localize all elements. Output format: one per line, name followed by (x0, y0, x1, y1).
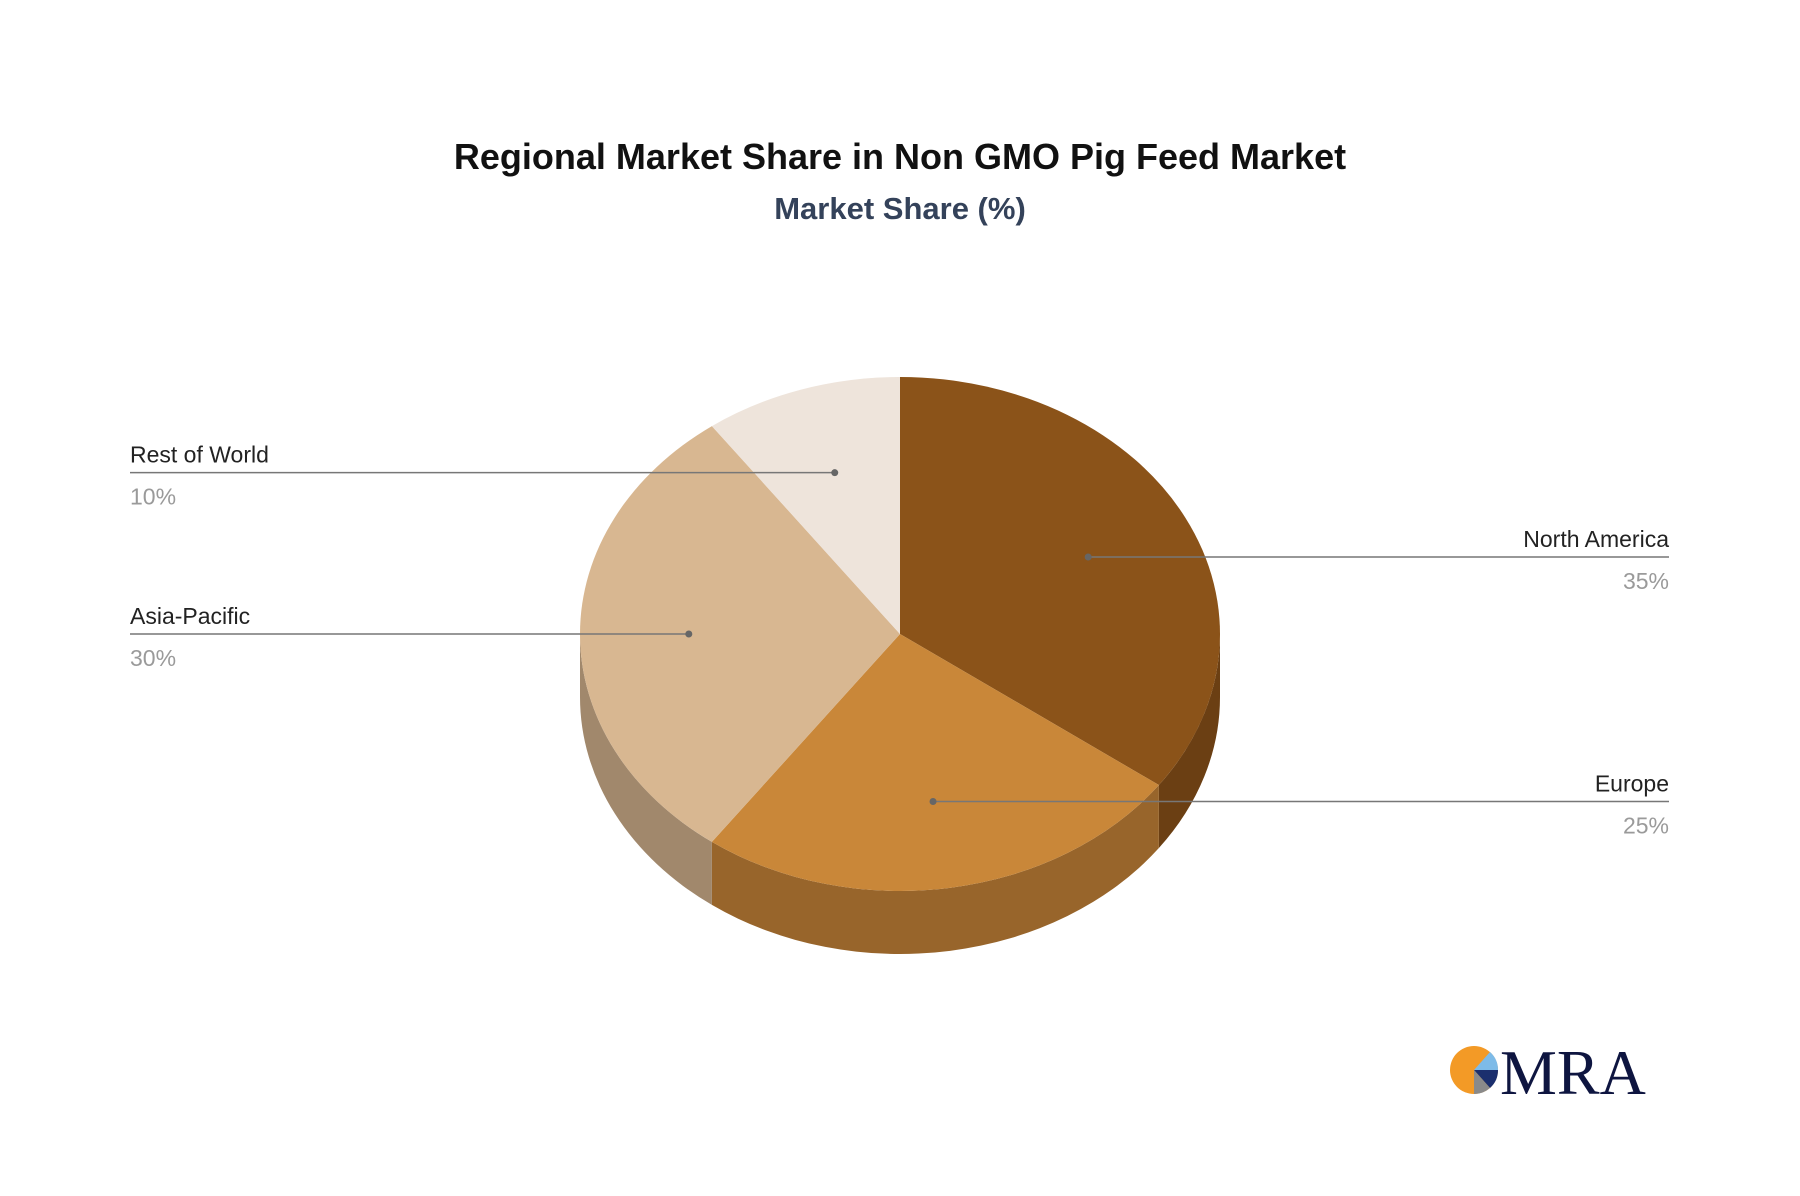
slice-value-label: 25% (1623, 813, 1669, 839)
slice-value-label: 30% (130, 645, 176, 671)
slice-label: Europe (1595, 771, 1669, 797)
mra-logo: MRA (1450, 1040, 1646, 1108)
slice-value-label: 35% (1623, 568, 1669, 594)
slice-label: Rest of World (130, 442, 269, 468)
pie-side-2 (580, 634, 712, 905)
pie-slice-asia-pacific[interactable] (579, 426, 900, 842)
slice-label: North America (1523, 526, 1669, 552)
pie-side-0 (1158, 634, 1220, 849)
slice-value-label: 10% (130, 484, 176, 510)
logo-text: MRA (1500, 1040, 1646, 1108)
pie-slice-europe[interactable] (711, 634, 1159, 891)
chart-title: Regional Market Share in Non GMO Pig Fee… (453, 136, 1347, 177)
pie-slice-rest-of-world[interactable] (711, 377, 900, 634)
leader-dot (929, 798, 937, 806)
slice-label: Asia-Pacific (130, 603, 250, 629)
leader-dot (831, 469, 839, 477)
pie-slice-north-america[interactable] (900, 377, 1220, 786)
chart-subtitle: Market Share (%) (774, 191, 1026, 226)
pie-side-1 (711, 785, 1159, 954)
leader-dot (1084, 553, 1092, 561)
leader-dot (685, 630, 693, 638)
